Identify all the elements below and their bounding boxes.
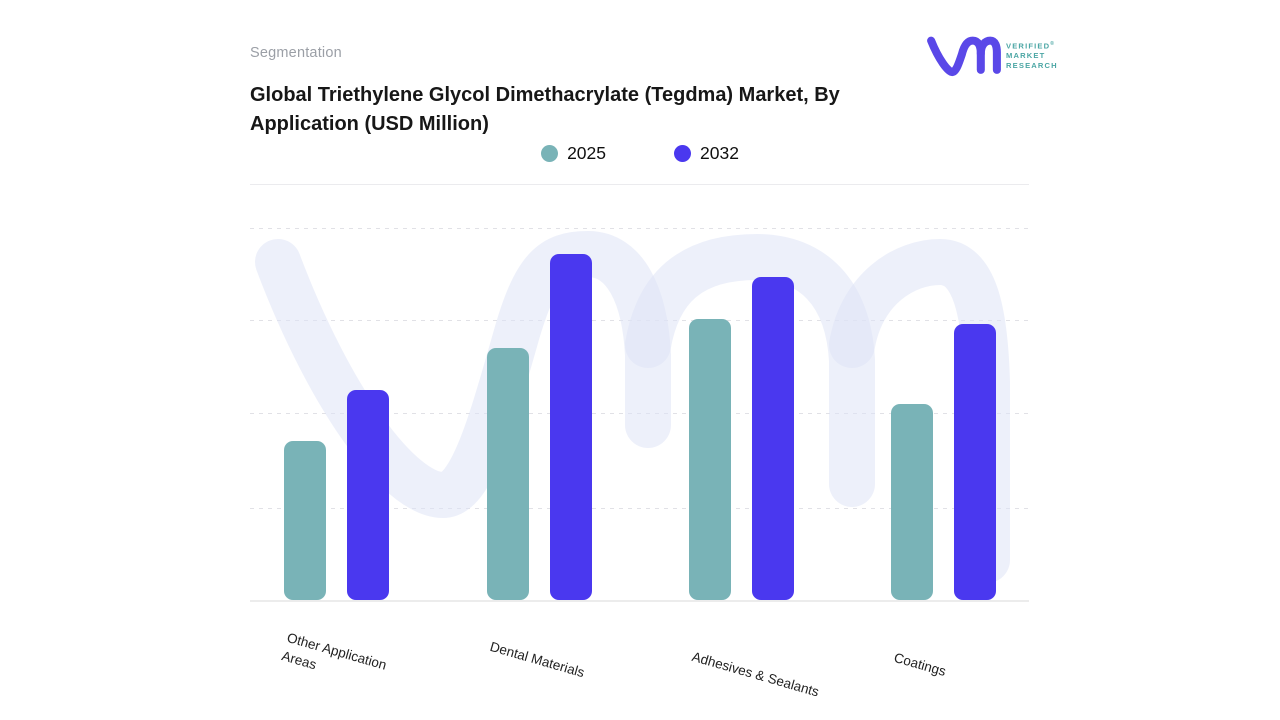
x-axis-labels: Other Application Areas Dental Materials Ad… (250, 602, 1029, 720)
x-axis-label-other-application: Other Application Areas (280, 629, 389, 673)
legend-swatch-2025-icon (541, 145, 559, 162)
chart-legend: 2025 2032 (250, 143, 1030, 164)
plot-area (250, 225, 1029, 602)
x-axis-label-adhesives-sealants: Adhesives & Sealants (690, 648, 821, 700)
x-axis-label-coatings: Coatings (892, 649, 948, 680)
legend-swatch-2032-icon (674, 145, 691, 162)
chart-title-line-1: Global Triethylene Glycol Dimethacrylate… (250, 84, 840, 106)
bar-2025-dental-materials (487, 348, 529, 600)
registered-trademark: ® (1050, 41, 1054, 47)
bar-2032-other-application (347, 390, 389, 600)
bar-2025-coatings (891, 404, 933, 600)
legend-label-2032: 2032 (700, 143, 739, 163)
x-axis-label-dental-materials: Dental Materials (488, 638, 587, 681)
gridline (250, 228, 1029, 229)
chart-title: Global Triethylene Glycol Dimethacrylate… (250, 81, 950, 139)
vmr-logo-mark-icon (927, 36, 1001, 77)
legend-label-2025: 2025 (567, 143, 606, 163)
bar-2032-dental-materials (550, 254, 592, 600)
header-divider (250, 184, 1029, 185)
vmr-logo-line-market: MARKET (1006, 51, 1046, 61)
vmr-logo-line-research: RESEARCH (1006, 60, 1058, 70)
vmr-logo-text: VERIFIED® MARKET RESEARCH (1006, 40, 1058, 70)
legend-item-2032: 2032 (674, 143, 739, 164)
bar-2025-adhesives-sealants (689, 319, 731, 600)
legend-item-2025: 2025 (541, 143, 606, 164)
section-label: Segmentation (250, 45, 342, 61)
vmr-logo-line-verified: VERIFIED® (1006, 41, 1054, 51)
vmr-logo: VERIFIED® MARKET RESEARCH (926, 30, 1058, 82)
bar-2032-coatings (954, 324, 996, 600)
gridline (250, 508, 1029, 509)
chart-title-line-2: Application (USD Million) (250, 113, 489, 135)
bar-2025-other-application (284, 441, 326, 600)
bar-2032-adhesives-sealants (752, 277, 794, 600)
